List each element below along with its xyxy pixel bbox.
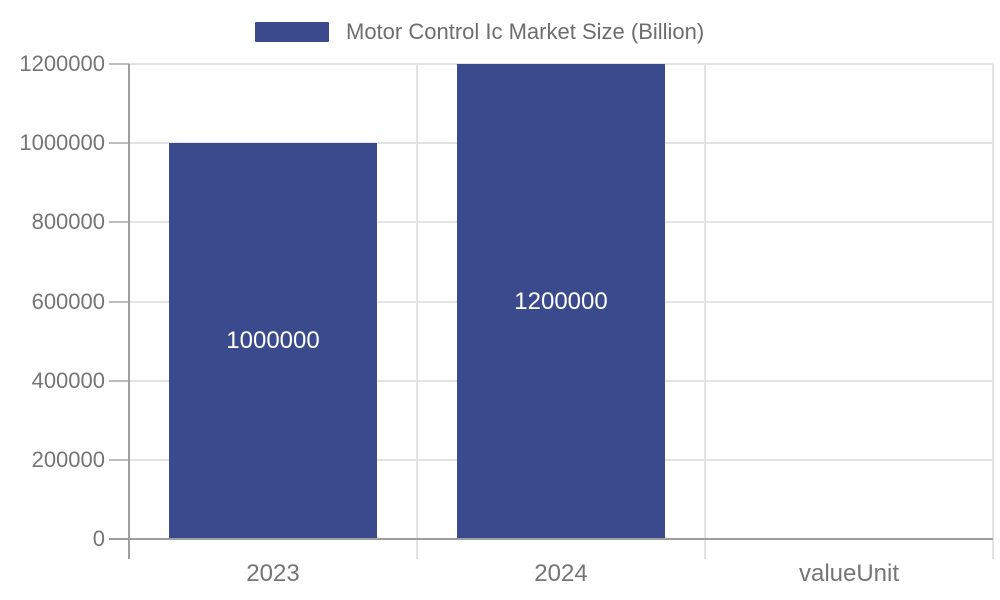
y-axis-tick-label: 600000 — [31, 289, 105, 314]
y-axis-tick-label: 1200000 — [19, 51, 105, 76]
y-axis-tick-label: 200000 — [31, 447, 105, 472]
y-axis-tick — [109, 380, 129, 382]
y-axis-tick — [109, 301, 129, 303]
y-axis-tick-label: 0 — [92, 526, 105, 551]
legend-swatch — [255, 22, 329, 42]
y-axis-tick-label: 1000000 — [19, 130, 105, 155]
x-axis-line — [109, 538, 993, 540]
legend-item[interactable]: Motor Control Ic Market Size (Billion) — [255, 19, 705, 44]
bar-2023[interactable] — [169, 143, 377, 539]
y-axis-tick — [109, 459, 129, 461]
x-axis-category-label: 2023 — [246, 560, 300, 587]
bar-value-label: 1000000 — [226, 327, 320, 354]
y-axis-tick-label: 400000 — [31, 368, 105, 393]
bar-value-label: 1200000 — [514, 288, 608, 315]
chart-title: Motor Control Ic Market Size (Billion) — [346, 19, 705, 44]
x-splitline — [704, 64, 706, 559]
y-axis-tick — [109, 63, 129, 65]
x-axis-category-label: valueUnit — [798, 560, 900, 587]
bar-2024[interactable] — [457, 64, 665, 539]
y-axis-tick-label: 800000 — [31, 209, 105, 234]
x-splitline — [416, 64, 418, 559]
y-axis-line — [128, 64, 130, 559]
y-axis-tick — [109, 142, 129, 144]
y-axis-tick — [109, 221, 129, 223]
x-axis-category-label: 2024 — [534, 560, 588, 587]
x-splitline — [992, 64, 994, 559]
